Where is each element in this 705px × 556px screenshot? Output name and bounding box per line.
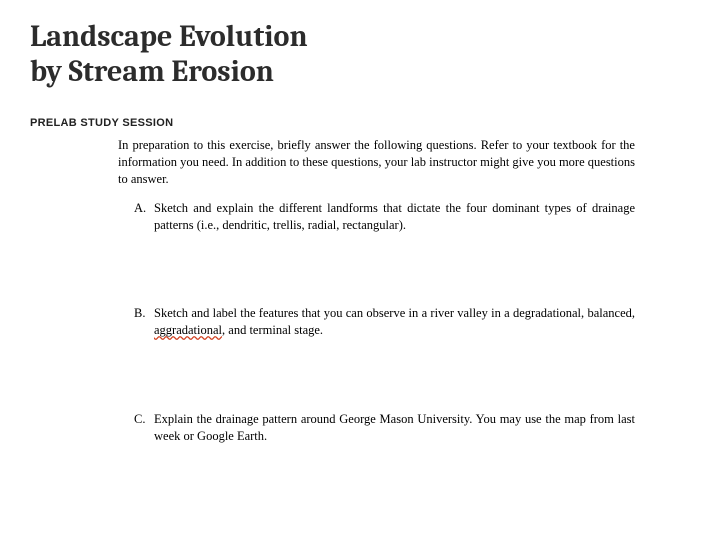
question-item: A. Sketch and explain the different land… bbox=[134, 200, 635, 234]
intro-paragraph: In preparation to this exercise, briefly… bbox=[118, 137, 635, 188]
title-line-2: by Stream Erosion bbox=[30, 54, 274, 89]
question-item: C. Explain the drainage pattern around G… bbox=[134, 411, 635, 445]
question-list: A. Sketch and explain the different land… bbox=[134, 200, 635, 445]
document-title: Landscape Evolution by Stream Erosion bbox=[30, 20, 675, 89]
title-line-1: Landscape Evolution bbox=[30, 19, 308, 54]
question-text-pre: Sketch and label the features that you c… bbox=[154, 306, 635, 320]
question-text: Sketch and explain the different landfor… bbox=[154, 200, 635, 234]
question-text: Explain the drainage pattern around Geor… bbox=[154, 411, 635, 445]
question-label: C. bbox=[134, 411, 154, 445]
question-item: B. Sketch and label the features that yo… bbox=[134, 305, 635, 339]
spellcheck-underline: aggradational bbox=[154, 323, 222, 337]
question-label: A. bbox=[134, 200, 154, 234]
question-label: B. bbox=[134, 305, 154, 339]
document-page: Landscape Evolution by Stream Erosion PR… bbox=[0, 0, 705, 465]
question-text-post: , and terminal stage. bbox=[222, 323, 323, 337]
question-text: Sketch and label the features that you c… bbox=[154, 305, 635, 339]
section-heading: PRELAB STUDY SESSION bbox=[30, 117, 675, 129]
